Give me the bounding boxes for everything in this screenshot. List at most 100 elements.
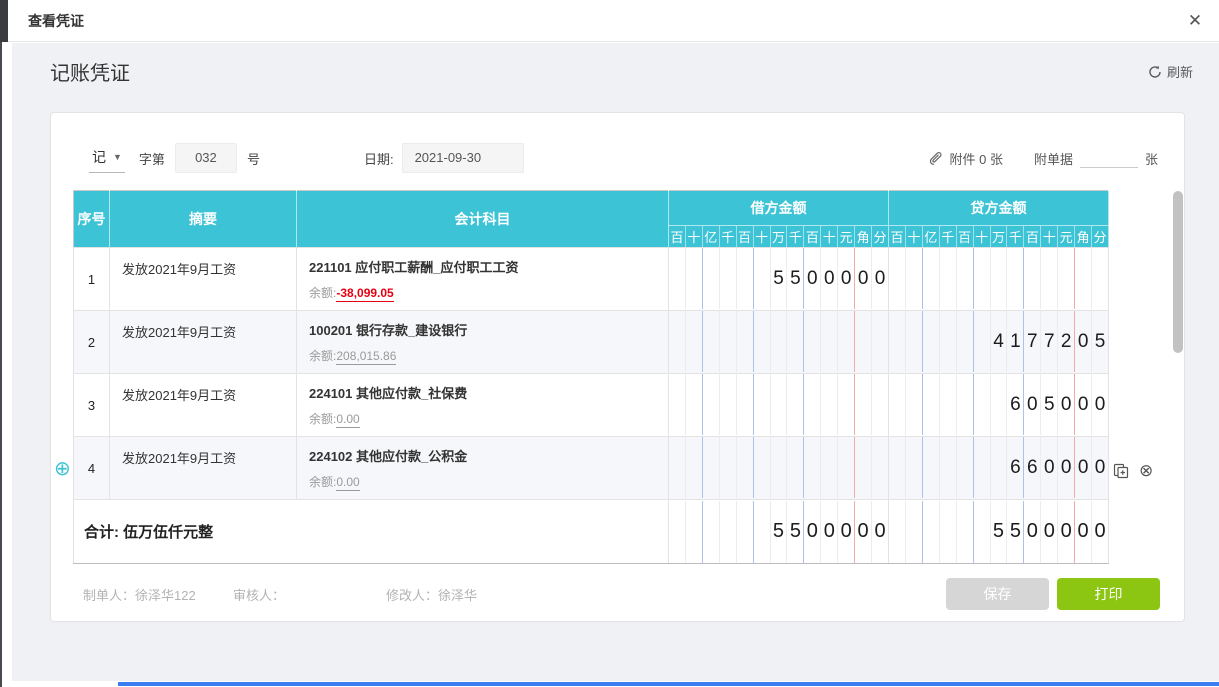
attached-docs-unit-label: 张 [1144, 151, 1158, 167]
amount-digit-cell: 1 [1007, 311, 1025, 372]
amount-digit-cell: 0 [1058, 500, 1076, 563]
col-header-summary: 摘要 [109, 190, 297, 248]
digit-column-header: 百 [737, 226, 754, 247]
amount-digit-cell [1041, 248, 1059, 309]
amount-digit-cell [754, 500, 771, 563]
amount-digit-cell [872, 437, 888, 498]
close-icon[interactable]: ✕ [1187, 11, 1203, 30]
date-input[interactable]: 2021-09-30 [401, 143, 524, 173]
copy-row-icon[interactable] [1113, 463, 1129, 479]
amount-digit-cell [889, 248, 906, 309]
amount-digit-cell [923, 437, 940, 498]
amount-digit-cell [974, 374, 991, 435]
amount-digit-cell: 0 [1075, 374, 1093, 435]
amount-digit-cell [821, 437, 839, 498]
amount-digit-cell [669, 374, 686, 435]
amount-digit-cell: 5 [1007, 500, 1025, 563]
amount-digit-cell [838, 374, 856, 435]
amount-digit-cell [838, 437, 856, 498]
row-balance-value: 0.00 [336, 475, 360, 491]
amount-digit-cell: 0 [1094, 393, 1106, 415]
amount-digit-cell: 0 [1094, 520, 1106, 542]
amount-digit-cell: 2 [1058, 311, 1076, 372]
voucher-row: 2 发放2021年9月工资 100201 银行存款_建设银行 余额:208,01… [73, 310, 1109, 374]
vertical-scrollbar[interactable] [1173, 191, 1183, 353]
voucher-number-input[interactable]: 032 [174, 143, 237, 173]
digit-column-header: 千 [720, 226, 737, 247]
amount-digit-cell [940, 311, 957, 372]
amount-digit-cell: 0 [1075, 311, 1093, 372]
amount-digit-cell: 5 [771, 248, 788, 309]
amount-digit-cell [703, 437, 720, 498]
row-debit-cell [668, 310, 889, 374]
digit-column-header: 千 [787, 226, 805, 247]
amount-digit-cell: 7 [1024, 311, 1042, 372]
amount-digit-cell [737, 374, 754, 435]
amount-digit-cell [737, 437, 754, 498]
amount-digit-cell: 0 [1094, 456, 1106, 478]
row-summary-cell: 发放2021年9月工资 [109, 310, 297, 374]
amount-digit-cell [906, 437, 923, 498]
row-balance: 余额:0.00 [309, 410, 656, 428]
amount-digit-cell [686, 500, 703, 563]
save-button[interactable]: 保存 [946, 578, 1049, 610]
amount-digit-cell: 0 [874, 267, 886, 289]
amount-digit-cell [957, 437, 974, 498]
row-actions: ⊗ [1113, 462, 1153, 479]
row-balance-value: 0.00 [336, 412, 360, 428]
digit-column-header: 元 [1058, 226, 1076, 247]
amount-digit-cell [737, 311, 754, 372]
amount-digit-cell: 6 [1024, 437, 1042, 498]
digit-column-header: 分 [1093, 230, 1107, 245]
voucher-card: 记 ▼ 字第 032 号 日期: 2021-09-30 附件 0 张 附单据 张 [50, 112, 1185, 622]
row-summary-cell: 发放2021年9月工资 [109, 436, 297, 500]
number-suffix-label: 号 [246, 151, 260, 167]
amount-digit-cell [720, 500, 737, 563]
amount-digit-cell [923, 248, 940, 309]
amount-digit-cell [737, 500, 754, 563]
amount-digit-cell [771, 437, 788, 498]
amount-digit-cell [957, 311, 974, 372]
row-subject-cell: 100201 银行存款_建设银行 余额:208,015.86 [296, 310, 669, 374]
attachment-area: 附件 0 张 附单据 张 [929, 148, 1158, 168]
amount-digit-cell [821, 311, 839, 372]
row-index-cell: 4 [73, 436, 110, 500]
row-balance-value: 208,015.86 [336, 349, 397, 365]
refresh-button[interactable]: 刷新 [1148, 62, 1193, 81]
attached-docs-input[interactable] [1079, 148, 1138, 168]
amount-digit-cell: 5 [787, 248, 805, 309]
amount-digit-cell [669, 437, 686, 498]
amount-digit-cell [906, 248, 923, 309]
amount-digit-cell [703, 500, 720, 563]
delete-row-icon[interactable]: ⊗ [1139, 461, 1154, 480]
amount-digit-cell [855, 374, 873, 435]
amount-digit-cell [787, 374, 805, 435]
digit-column-header: 万 [991, 226, 1008, 247]
amount-digit-cell [923, 311, 940, 372]
amount-digit-cell [838, 311, 856, 372]
amount-digit-cell [804, 311, 822, 372]
amount-digit-cell [669, 248, 686, 309]
voucher-word-select[interactable]: 记 ▼ [89, 144, 125, 173]
row-index-cell: 2 [73, 310, 110, 374]
col-header-subject: 会计科目 [296, 190, 669, 248]
amount-digit-cell: 0 [1058, 437, 1076, 498]
amount-digit-cell [940, 374, 957, 435]
amount-digit-cell [703, 311, 720, 372]
digit-column-header: 千 [1007, 226, 1025, 247]
attached-docs-label: 附单据 [1033, 151, 1073, 167]
total-label-cell: 合计: 伍万伍仟元整 [73, 499, 669, 564]
attachment-count-label[interactable]: 附件 0 张 [949, 151, 1003, 167]
digit-column-header: 十 [906, 226, 923, 247]
background-app-edge-top [0, 0, 8, 42]
amount-digit-cell: 6 [1007, 374, 1025, 435]
total-label: 合计: [84, 524, 119, 541]
add-row-icon[interactable]: ⊕ [54, 458, 71, 480]
amount-digit-cell [957, 500, 974, 563]
amount-digit-cell [872, 311, 888, 372]
row-subject-cell: 224102 其他应付款_公积金 余额:0.00 [296, 436, 669, 500]
amount-digit-cell [974, 500, 991, 563]
print-button[interactable]: 打印 [1057, 578, 1160, 610]
